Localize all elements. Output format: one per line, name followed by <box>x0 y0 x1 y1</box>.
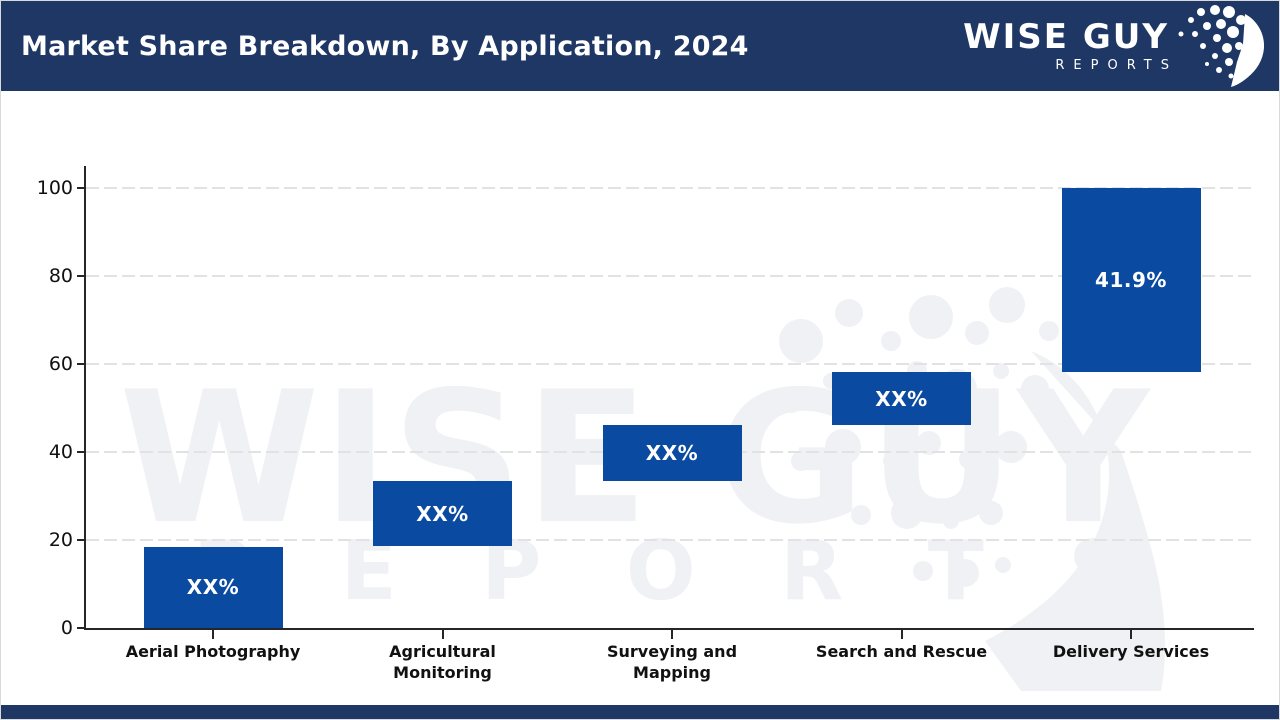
bar-1: XX% <box>373 480 512 547</box>
x-category-label-line: Surveying and <box>606 642 738 661</box>
bar-4: 41.9% <box>1061 187 1201 373</box>
x-category-label-line: Monitoring <box>393 663 492 682</box>
bar-2: XX% <box>602 425 742 481</box>
logo-text: WISE GUY REPORTS <box>963 20 1169 72</box>
logo-head-dots-icon <box>1178 5 1265 87</box>
bar-value-label-3: XX% <box>875 386 928 411</box>
x-category-label-3: Search and Rescue <box>816 641 987 662</box>
y-tick-label-20: 20 <box>48 528 73 551</box>
logo-reports-text: REPORTS <box>1055 58 1178 73</box>
gridline-60 <box>86 362 1254 365</box>
logo-wise-guy-text: WISE GUY <box>963 17 1169 57</box>
bar-0: XX% <box>143 546 283 628</box>
wise-guy-reports-logo: WISE GUY REPORTS <box>963 4 1267 88</box>
bar-value-label-0: XX% <box>186 575 240 600</box>
y-tick-60 <box>77 362 86 365</box>
y-tick-label-80: 80 <box>48 264 73 287</box>
x-tick-2 <box>671 630 673 639</box>
bar-3: XX% <box>832 372 971 426</box>
x-tick-1 <box>441 630 444 639</box>
y-tick-label-40: 40 <box>48 440 73 463</box>
x-category-label-1: Agricultural Monitoring <box>389 641 496 683</box>
x-category-label-line: Agricultural <box>389 642 496 661</box>
y-tick-label-60: 60 <box>48 352 73 375</box>
x-category-label-line: Search and Rescue <box>815 642 988 661</box>
x-tick-0 <box>212 630 214 639</box>
x-tick-4 <box>1130 630 1132 639</box>
y-tick-0 <box>77 627 86 629</box>
x-axis-line <box>84 628 1254 630</box>
y-tick-label-100: 100 <box>36 176 73 199</box>
bar-value-label-4: 41.9% <box>1095 267 1167 292</box>
y-tick-20 <box>77 538 86 541</box>
header-band: Market Share Breakdown, By Application, … <box>1 1 1279 91</box>
y-tick-80 <box>77 274 86 277</box>
x-category-label-line: Aerial Photography <box>125 642 301 661</box>
gridline-100 <box>86 186 1254 189</box>
bar-value-label-2: XX% <box>645 441 699 466</box>
x-category-label-4: Delivery Services <box>1053 641 1209 662</box>
x-tick-3 <box>900 630 903 639</box>
y-tick-label-0: 0 <box>60 617 73 639</box>
gridline-80 <box>86 274 1254 277</box>
y-tick-40 <box>77 450 86 453</box>
y-axis-line <box>84 166 86 630</box>
footer-band <box>1 705 1279 719</box>
plot-area: WISE GUY R E P O R T S 0 20 40 60 80 100 XX% Ae… <box>1 91 1279 707</box>
x-category-label-2: Surveying and Mapping <box>607 641 737 683</box>
chart-title: Market Share Breakdown, By Application, … <box>21 30 749 62</box>
x-category-label-line: Delivery Services <box>1052 642 1210 661</box>
x-category-label-0: Aerial Photography <box>126 641 301 662</box>
bar-value-label-1: XX% <box>416 501 469 526</box>
y-tick-100 <box>77 186 86 189</box>
x-category-label-line: Mapping <box>633 663 711 682</box>
gridline-20 <box>86 538 1254 541</box>
